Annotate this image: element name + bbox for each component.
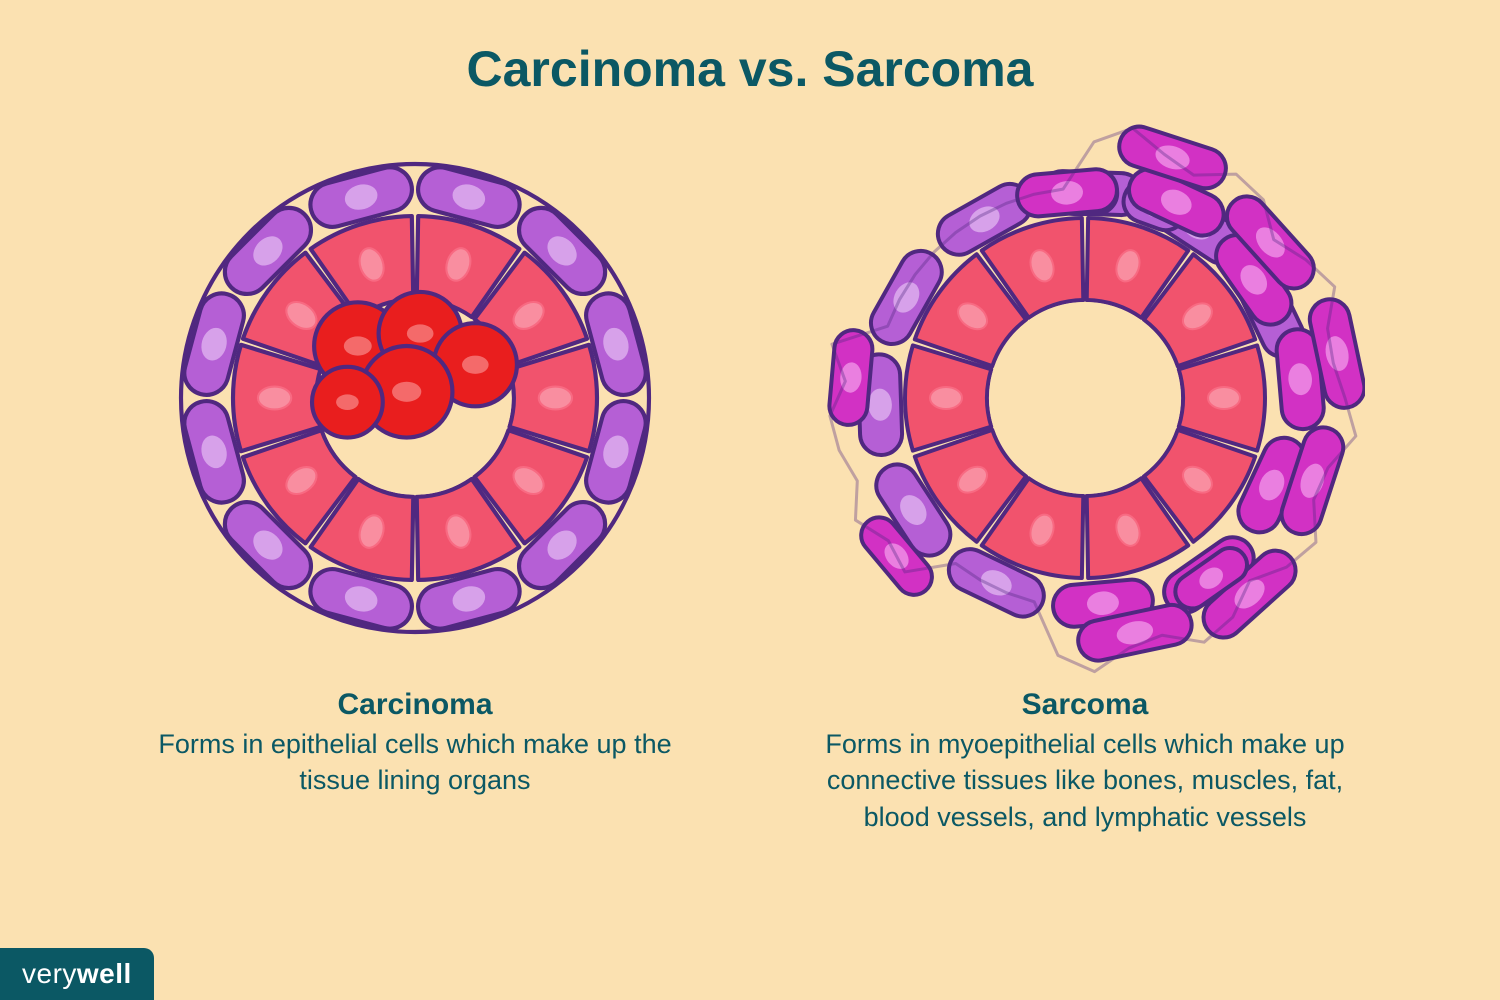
sarcoma-caption: Sarcoma Forms in myoepithelial cells whi… (825, 688, 1345, 835)
carcinoma-caption-title: Carcinoma (155, 688, 675, 722)
page-title: Carcinoma vs. Sarcoma (467, 40, 1034, 98)
carcinoma-caption-desc: Forms in epithelial cells which make up … (155, 726, 675, 799)
carcinoma-caption: Carcinoma Forms in epithelial cells whic… (155, 688, 675, 799)
carcinoma-illustration (135, 118, 695, 678)
sarcoma-caption-desc: Forms in myoepithelial cells which make … (825, 726, 1345, 835)
infographic-canvas: Carcinoma vs. Sarcoma Carcinoma Forms in… (0, 0, 1500, 1000)
sarcoma-illustration (805, 118, 1365, 678)
panels-row: Carcinoma Forms in epithelial cells whic… (0, 118, 1500, 835)
sarcoma-caption-title: Sarcoma (825, 688, 1345, 722)
verywell-logo: verywell (0, 948, 154, 1000)
logo-text-very: very (22, 958, 77, 989)
panel-sarcoma: Sarcoma Forms in myoepithelial cells whi… (805, 118, 1365, 835)
panel-carcinoma: Carcinoma Forms in epithelial cells whic… (135, 118, 695, 835)
logo-text-well: well (77, 958, 132, 989)
